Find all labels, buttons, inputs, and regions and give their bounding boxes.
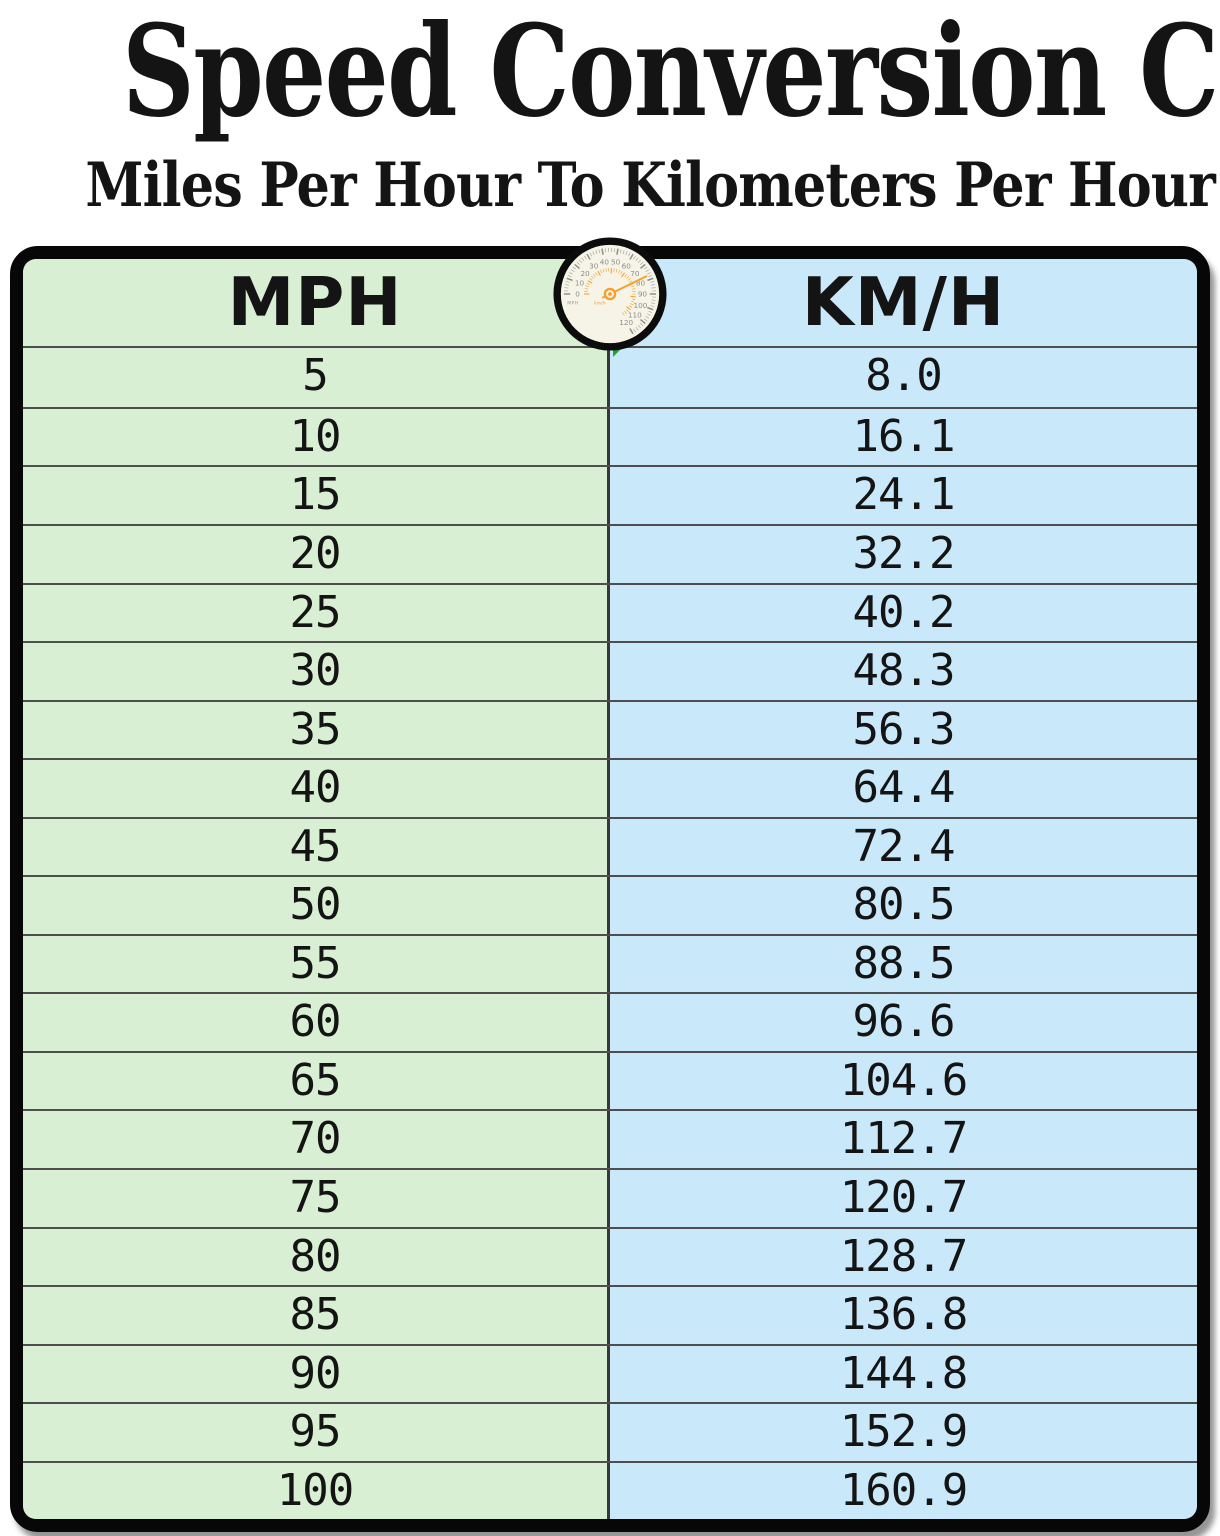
table-row: 50 80.5 [23,875,1197,934]
kmh-cell: 112.7 [610,1111,1197,1169]
table-row: 85 136.8 [23,1285,1197,1344]
svg-text:60: 60 [622,262,632,271]
table-row: 30 48.3 [23,641,1197,700]
table-row: 25 40.2 [23,582,1197,642]
kmh-cell: 32.2 [610,526,1197,583]
mph-cell: 50 [23,877,610,934]
mph-cell: 25 [23,584,610,642]
mph-cell: 55 [23,935,610,993]
table-row: 35 56.3 [23,699,1197,759]
svg-text:0: 0 [575,290,580,299]
mph-cell: 60 [23,994,610,1051]
mph-cell: 65 [23,1052,610,1110]
mph-cell: 90 [23,1345,610,1403]
mph-cell: 15 [23,467,610,525]
speedometer-mph-label: MPH [567,301,578,307]
svg-text:40: 40 [600,258,610,267]
svg-text:70: 70 [630,269,640,278]
mph-cell: 45 [23,818,610,876]
mph-cell: 75 [23,1170,610,1227]
svg-text:90: 90 [638,290,648,299]
kmh-cell: 80.5 [610,877,1197,934]
mph-cell: 10 [23,408,610,466]
mph-cell: 20 [23,526,610,583]
kmh-cell: 56.3 [610,701,1197,759]
svg-text:50: 50 [611,258,621,267]
kmh-cell: 72.4 [610,818,1197,876]
table-row: 55 88.5 [23,933,1197,993]
kmh-cell: 48.3 [610,643,1197,700]
table-row: 100 160.9 [23,1460,1197,1520]
kmh-column-header: KM/H [610,259,1197,347]
mph-cell: 85 [23,1287,610,1344]
table-header-row: MPH KM/H [23,259,1197,349]
kmh-cell: 144.8 [610,1345,1197,1403]
kmh-cell: 88.5 [610,935,1197,993]
table-row: 40 64.4 [23,758,1197,817]
kmh-cell: 120.7 [610,1170,1197,1227]
table-row: 5 8.0 [23,348,1197,407]
mph-cell: 40 [23,760,610,817]
table-row: 65 104.6 [23,1050,1197,1110]
kmh-cell: 128.7 [610,1228,1197,1286]
table-row: 70 112.7 [23,1109,1197,1169]
svg-text:30: 30 [589,262,599,271]
svg-text:120: 120 [619,318,633,327]
kmh-cell: 24.1 [610,467,1197,525]
kmh-cell: 64.4 [610,760,1197,817]
table-row: 90 144.8 [23,1343,1197,1403]
speedometer-kmh-label: km/h [594,301,606,306]
kmh-cell: 104.6 [610,1052,1197,1110]
conversion-table: MPH km/h 0 10 20 30 40 50 60 70 80 90 100 110 120 MP… [10,237,1210,1533]
mph-cell: 95 [23,1404,610,1461]
kmh-cell: 152.9 [610,1404,1197,1461]
table-row: 20 32.2 [23,524,1197,583]
mph-cell: 30 [23,643,610,700]
table-row: 60 96.6 [23,992,1197,1051]
table-body: 5 8.0 10 16.1 15 24.1 20 32.2 25 40.2 30 48.3 … [23,348,1197,1520]
svg-text:100: 100 [634,301,648,310]
svg-text:80: 80 [636,279,646,288]
svg-text:20: 20 [581,269,591,278]
table-row: 15 24.1 [23,465,1197,525]
kmh-cell: 40.2 [610,584,1197,642]
kmh-cell: 96.6 [610,994,1197,1051]
svg-text:10: 10 [575,279,585,288]
table-row: 80 128.7 [23,1226,1197,1286]
table-row: 95 152.9 [23,1402,1197,1461]
mph-cell: 80 [23,1228,610,1286]
mph-cell: 5 [23,348,610,407]
table-row: 75 120.7 [23,1168,1197,1227]
kmh-cell: 136.8 [610,1287,1197,1344]
kmh-cell: 16.1 [610,408,1197,466]
table-row: 10 16.1 [23,406,1197,466]
mph-cell: 70 [23,1111,610,1169]
table-row: 45 72.4 [23,816,1197,876]
mph-cell: 35 [23,701,610,759]
kmh-cell: 160.9 [610,1462,1197,1520]
mph-cell: 100 [23,1462,610,1520]
svg-text:110: 110 [628,311,642,320]
mph-column-header: MPH [23,259,610,347]
cell-corner-flag-icon [613,348,622,358]
table-inner: MPH KM/H 5 8.0 10 16.1 15 24.1 20 32.2 25 40.… [23,259,1197,1520]
page-title: Speed Conversion Chart [122,0,1220,145]
page-subtitle: Miles Per Hour To Kilometers Per Hour [85,150,1215,222]
kmh-cell: 8.0 [610,348,1197,407]
